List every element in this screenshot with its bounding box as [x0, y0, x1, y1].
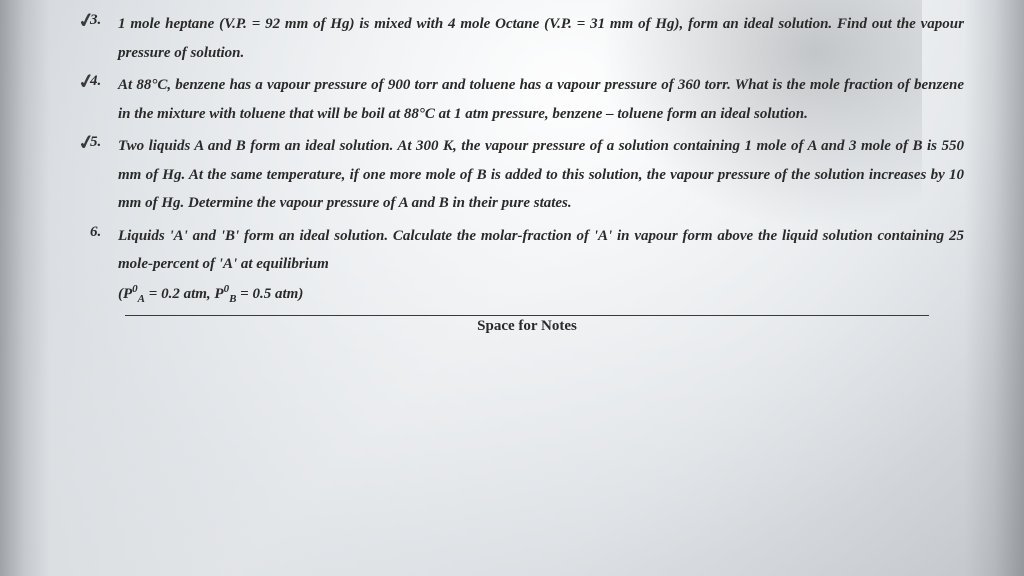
textbook-page: ✓ 3. 1 mole heptane (V.P. = 92 mm of Hg)… — [0, 0, 1024, 576]
question-text: 1 mole heptane (V.P. = 92 mm of Hg) is m… — [118, 10, 964, 67]
question-number: 5. — [90, 134, 101, 151]
section-divider — [125, 315, 929, 316]
pa-sub: A — [138, 293, 145, 305]
question-number: 6. — [90, 224, 101, 241]
question-text: Liquids 'A' and 'B' form an ideal soluti… — [118, 222, 964, 279]
question-number: 3. — [90, 12, 101, 29]
question-5: ✓ 5. Two liquids A and B form an ideal s… — [90, 132, 964, 218]
question-3: ✓ 3. 1 mole heptane (V.P. = 92 mm of Hg)… — [90, 10, 964, 67]
question-text: Two liquids A and B form an ideal soluti… — [118, 132, 964, 218]
question-4: ✓ 4. At 88°C, benzene has a vapour press… — [90, 71, 964, 128]
formula-text: (P0A = 0.2 atm, P0B = 0.5 atm) — [118, 279, 964, 310]
question-6: 6. Liquids 'A' and 'B' form an ideal sol… — [90, 222, 964, 310]
notes-section-title: Space for Notes — [90, 318, 964, 335]
pb-val: = 0.5 atm — [236, 286, 298, 302]
pa-label: P — [123, 286, 132, 302]
question-text: At 88°C, benzene has a vapour pressure o… — [118, 71, 964, 128]
pa-val: = 0.2 atm, — [145, 286, 214, 302]
question-number: 4. — [90, 73, 101, 90]
pb-label: P — [214, 286, 223, 302]
